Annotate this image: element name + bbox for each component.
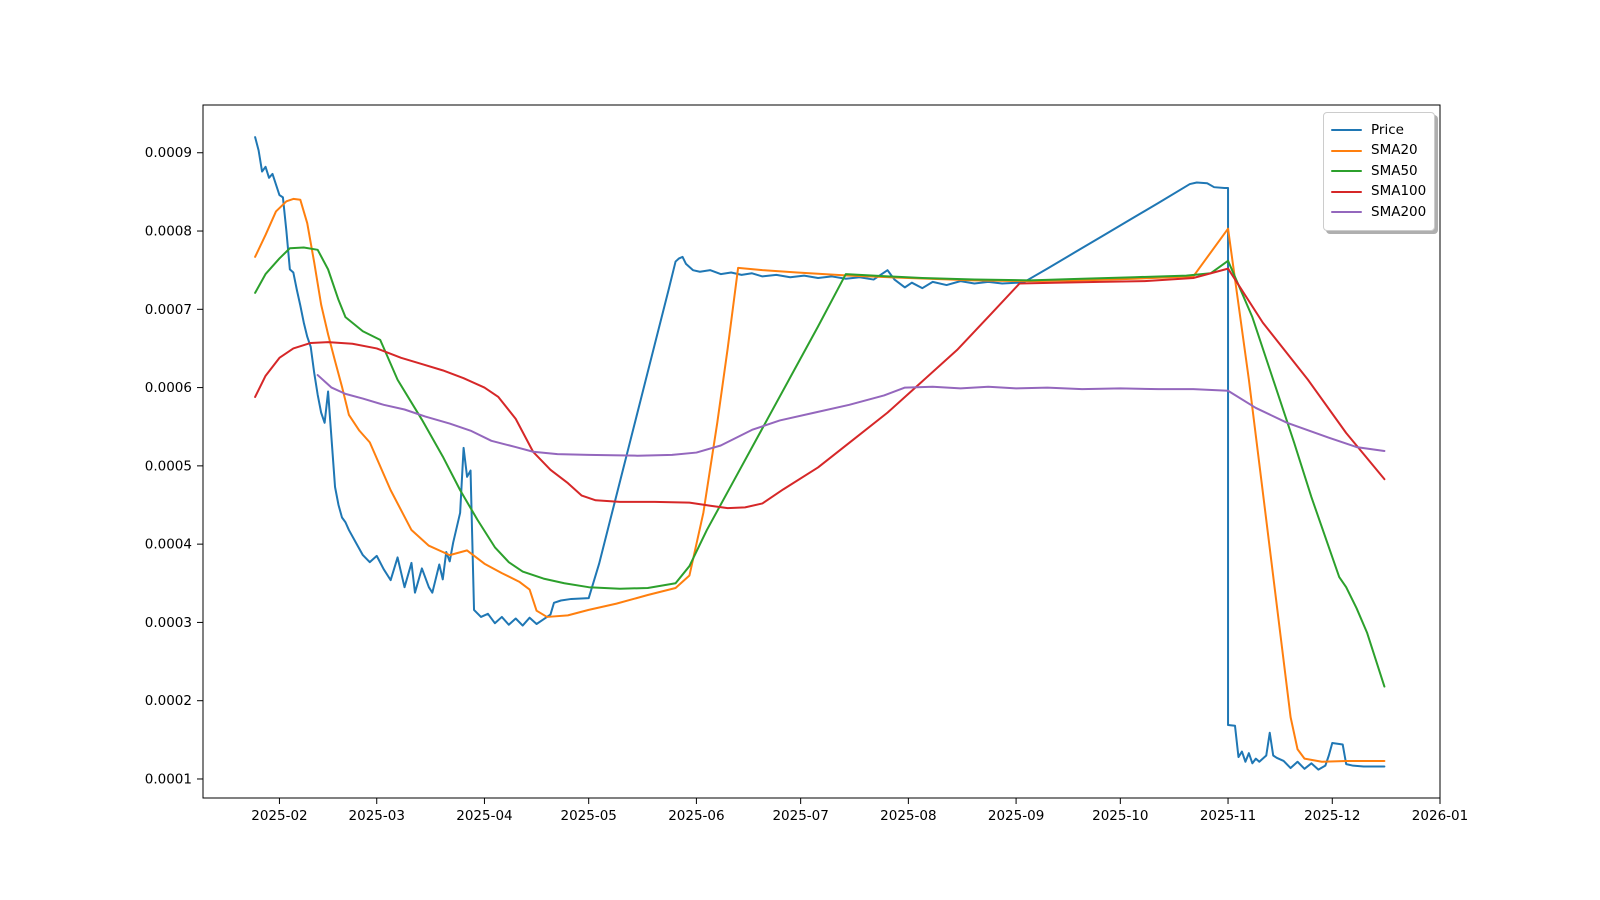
x-tick-label: 2025-11 <box>1200 808 1256 824</box>
legend-line-sample-sma200 <box>1331 211 1362 214</box>
legend-line-sample-sma50 <box>1331 170 1362 173</box>
y-tick-label: 0.0004 <box>145 537 192 553</box>
x-tick-label: 2025-10 <box>1092 808 1148 824</box>
legend-label-sma20: SMA20 <box>1371 142 1418 158</box>
x-tick-label: 2025-08 <box>880 808 936 824</box>
legend-item-price: Price <box>1331 120 1426 141</box>
y-tick-label: 0.0009 <box>145 145 192 161</box>
x-tick-label: 2025-05 <box>560 808 616 824</box>
x-tick-label: 2026-01 <box>1412 808 1468 824</box>
y-axis: 0.0001 0.0002 0.0003 0.0004 0.0005 0.0006 0.00… <box>145 145 203 787</box>
x-tick-label: 2025-02 <box>251 808 307 824</box>
series-line-sma20 <box>254 197 1386 763</box>
series-lines <box>254 136 1386 771</box>
legend-line-sample-sma20 <box>1331 149 1362 152</box>
series-line-sma100 <box>254 267 1386 510</box>
legend-line-sample-sma100 <box>1331 190 1362 193</box>
series-line-price <box>254 136 1386 771</box>
x-axis: 2025-02 2025-03 2025-04 2025-05 2025-06 2025-… <box>251 798 1468 824</box>
y-tick-label: 0.0005 <box>145 458 192 474</box>
x-tick-label: 2025-03 <box>349 808 405 824</box>
y-tick-label: 0.0001 <box>145 771 192 787</box>
x-tick-label: 2025-06 <box>668 808 724 824</box>
y-tick-label: 0.0003 <box>145 615 192 631</box>
plot-border <box>202 104 1441 799</box>
x-tick-label: 2025-12 <box>1304 808 1360 824</box>
series-line-sma200 <box>316 374 1386 457</box>
y-tick-label: 0.0007 <box>145 302 192 318</box>
legend-label-sma200: SMA200 <box>1371 203 1427 220</box>
legend-item-sma100: SMA100 <box>1331 182 1426 203</box>
legend-item-sma50: SMA50 <box>1331 161 1426 182</box>
y-tick-label: 0.0006 <box>145 380 192 396</box>
y-tick-label: 0.0008 <box>145 224 192 240</box>
legend-label-price: Price <box>1371 121 1404 138</box>
legend-label-sma50: SMA50 <box>1371 162 1418 179</box>
chart-legend: Price SMA20 SMA50 SMA100 SMA200 <box>1323 112 1436 231</box>
y-tick-label: 0.0002 <box>145 693 192 709</box>
legend-item-sma20: SMA20 <box>1331 141 1426 162</box>
legend-item-sma200: SMA200 <box>1331 202 1426 223</box>
legend-label-sma100: SMA100 <box>1371 183 1427 199</box>
legend-line-sample-price <box>1331 129 1362 132</box>
x-tick-label: 2025-09 <box>988 808 1044 824</box>
x-tick-label: 2025-04 <box>456 808 512 824</box>
x-tick-label: 2025-07 <box>772 808 828 824</box>
series-line-sma50 <box>254 246 1386 688</box>
